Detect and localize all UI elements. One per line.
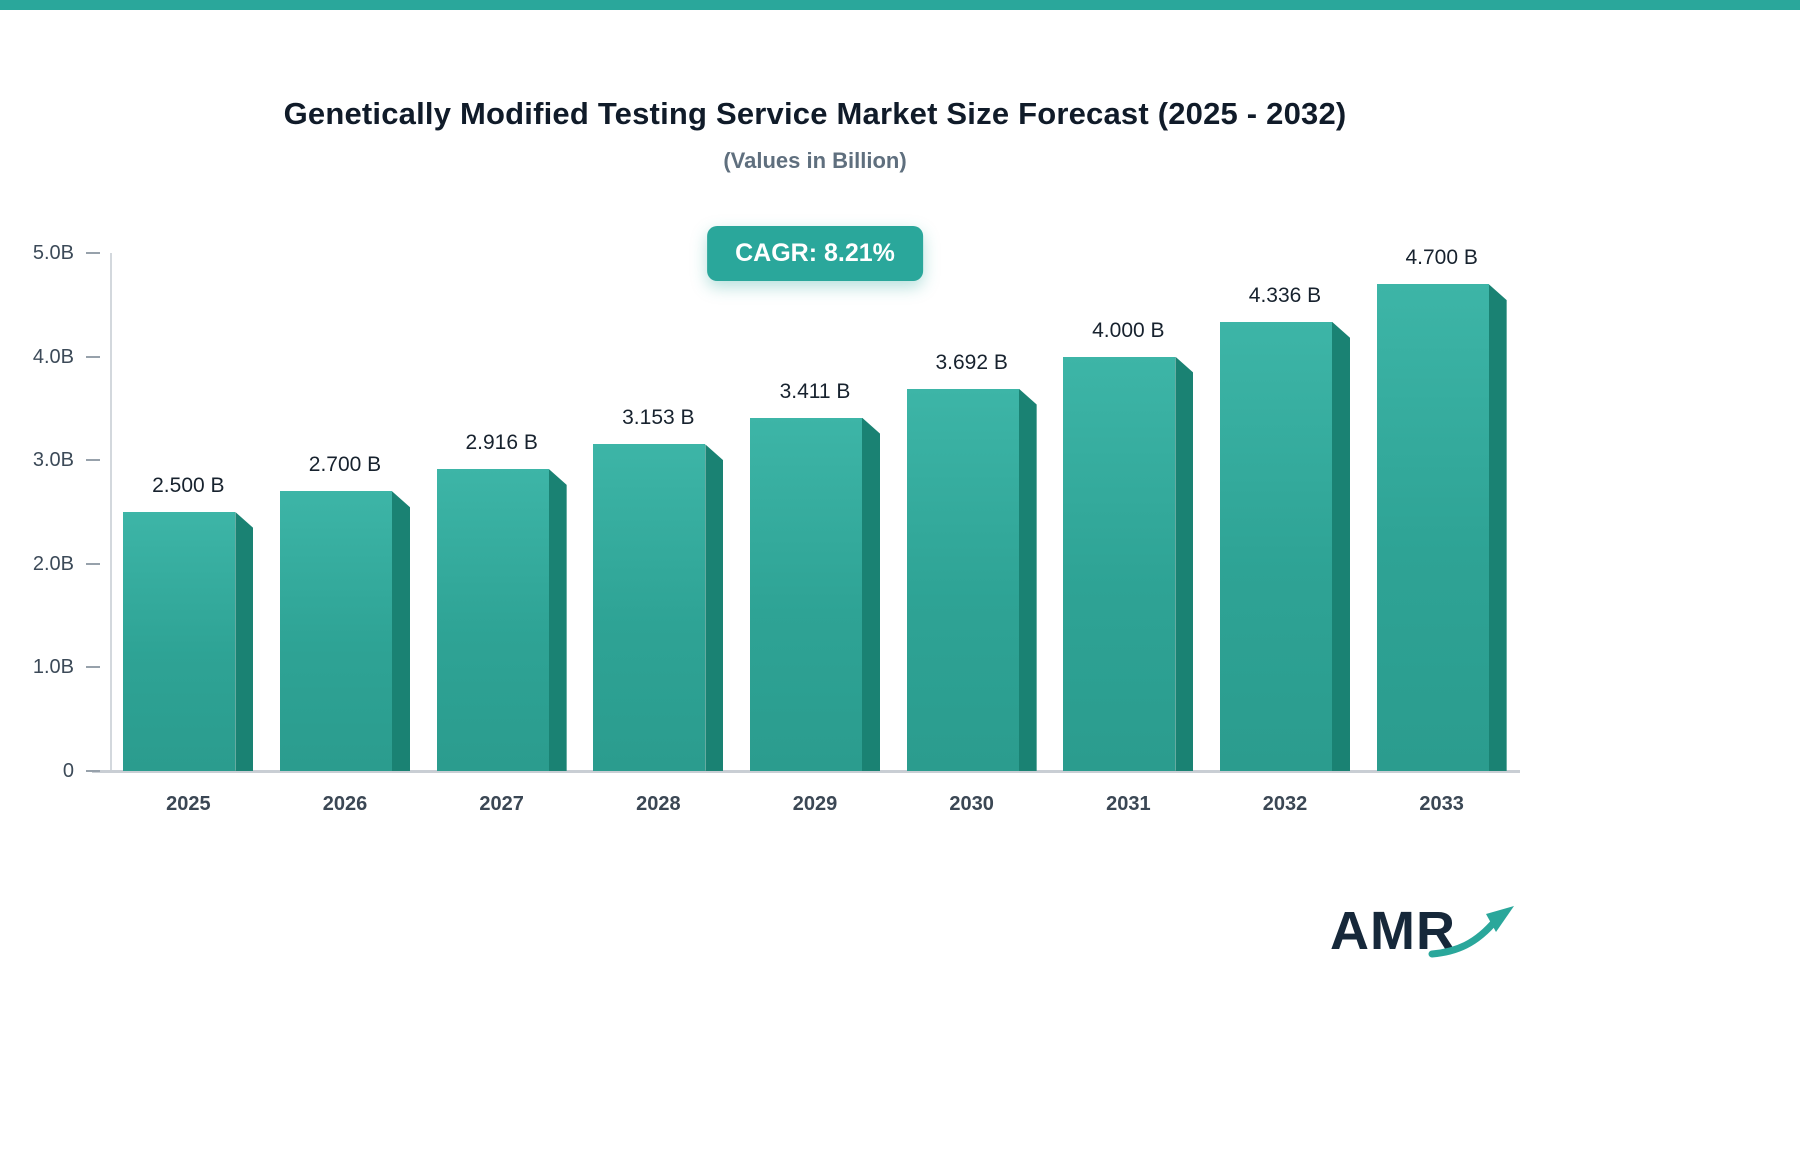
bar-2030: 3.692 B (906, 351, 1037, 771)
bar-2033: 4.700 B (1376, 246, 1507, 771)
bar-side-face (548, 468, 567, 771)
x-axis-label: 2029 (792, 793, 838, 815)
bar-face (436, 468, 549, 771)
bar-value-label: 4.336 B (1248, 283, 1322, 307)
bar-face (593, 444, 706, 771)
x-axis-line (92, 770, 1520, 773)
bar-value-label: 3.411 B (779, 379, 851, 403)
y-axis-tick (86, 562, 100, 565)
bar-2031: 4.000 B (1063, 319, 1194, 771)
y-axis-tick-label: 4.0B (32, 345, 74, 368)
y-axis-tick (86, 770, 100, 772)
bar-side-face (862, 417, 880, 771)
bar-2027: 2.916 B (436, 431, 567, 771)
bar-2025: 2.500 B (123, 474, 254, 771)
bar-chart: 0 1.0B 2.0B 3.0B 4.0B 5.0B 2.500 B 2025 2.700 B 2… (33, 242, 1520, 815)
bar-face (1063, 356, 1176, 771)
bar-face (1376, 284, 1489, 771)
y-axis-tick-label: 1.0B (32, 656, 74, 679)
x-axis-label: 2031 (1106, 793, 1151, 815)
bar-side-face (1332, 321, 1350, 771)
y-axis-tick-label: 5.0B (32, 242, 74, 264)
bar-value-label: 2.916 B (465, 430, 538, 454)
x-axis-label: 2028 (636, 793, 681, 815)
bar-side-face (705, 444, 724, 771)
y-axis-line (110, 253, 112, 771)
bar-value-label: 2.700 B (308, 453, 382, 477)
x-axis-label: 2032 (1262, 793, 1308, 815)
bar-2032: 4.336 B (1220, 284, 1350, 771)
x-axis-label: 2033 (1419, 793, 1464, 815)
bar-side-face (1018, 388, 1037, 771)
x-axis-label: 2025 (166, 793, 211, 815)
bar-face (280, 491, 392, 771)
bar-2026: 2.700 B (280, 453, 410, 771)
bar-side-face (1175, 356, 1194, 771)
bar-value-label: 4.000 B (1092, 318, 1165, 342)
bar-2028: 3.153 B (593, 406, 724, 771)
bar-face (750, 417, 862, 771)
chart-title: Genetically Modified Testing Service Mar… (283, 96, 1347, 131)
bar-side-face (1488, 284, 1507, 771)
y-axis-tick (86, 459, 100, 462)
x-axis-label: 2030 (949, 793, 994, 815)
bar-value-label: 2.500 B (152, 474, 225, 497)
bar-2029: 3.411 B (750, 380, 880, 771)
bar-side-face (392, 491, 410, 771)
y-axis-tick (86, 252, 100, 254)
y-axis-tick-label: 3.0B (32, 449, 74, 472)
x-axis-label: 2027 (479, 793, 524, 815)
amr-logo-arrow-icon (1428, 906, 1514, 958)
cagr-badge: CAGR: 8.21% (707, 226, 923, 281)
top-accent-bar (0, 0, 1800, 10)
bar-value-label: 3.692 B (935, 350, 1008, 374)
bar-value-label: 4.700 B (1405, 246, 1478, 270)
y-axis-tick (86, 355, 100, 358)
chart-subtitle: (Values in Billion) (723, 148, 907, 173)
y-axis-tick-label: 0 (62, 760, 74, 782)
bar-face (1220, 321, 1332, 771)
x-axis-label: 2026 (322, 793, 368, 815)
bar-face (123, 512, 236, 771)
y-axis-tick (86, 666, 100, 669)
bar-side-face (235, 512, 254, 771)
bar-value-label: 3.153 B (622, 406, 695, 430)
bar-face (906, 388, 1019, 771)
y-axis-tick-label: 2.0B (32, 552, 74, 575)
amr-logo: AMR (1330, 896, 1514, 966)
